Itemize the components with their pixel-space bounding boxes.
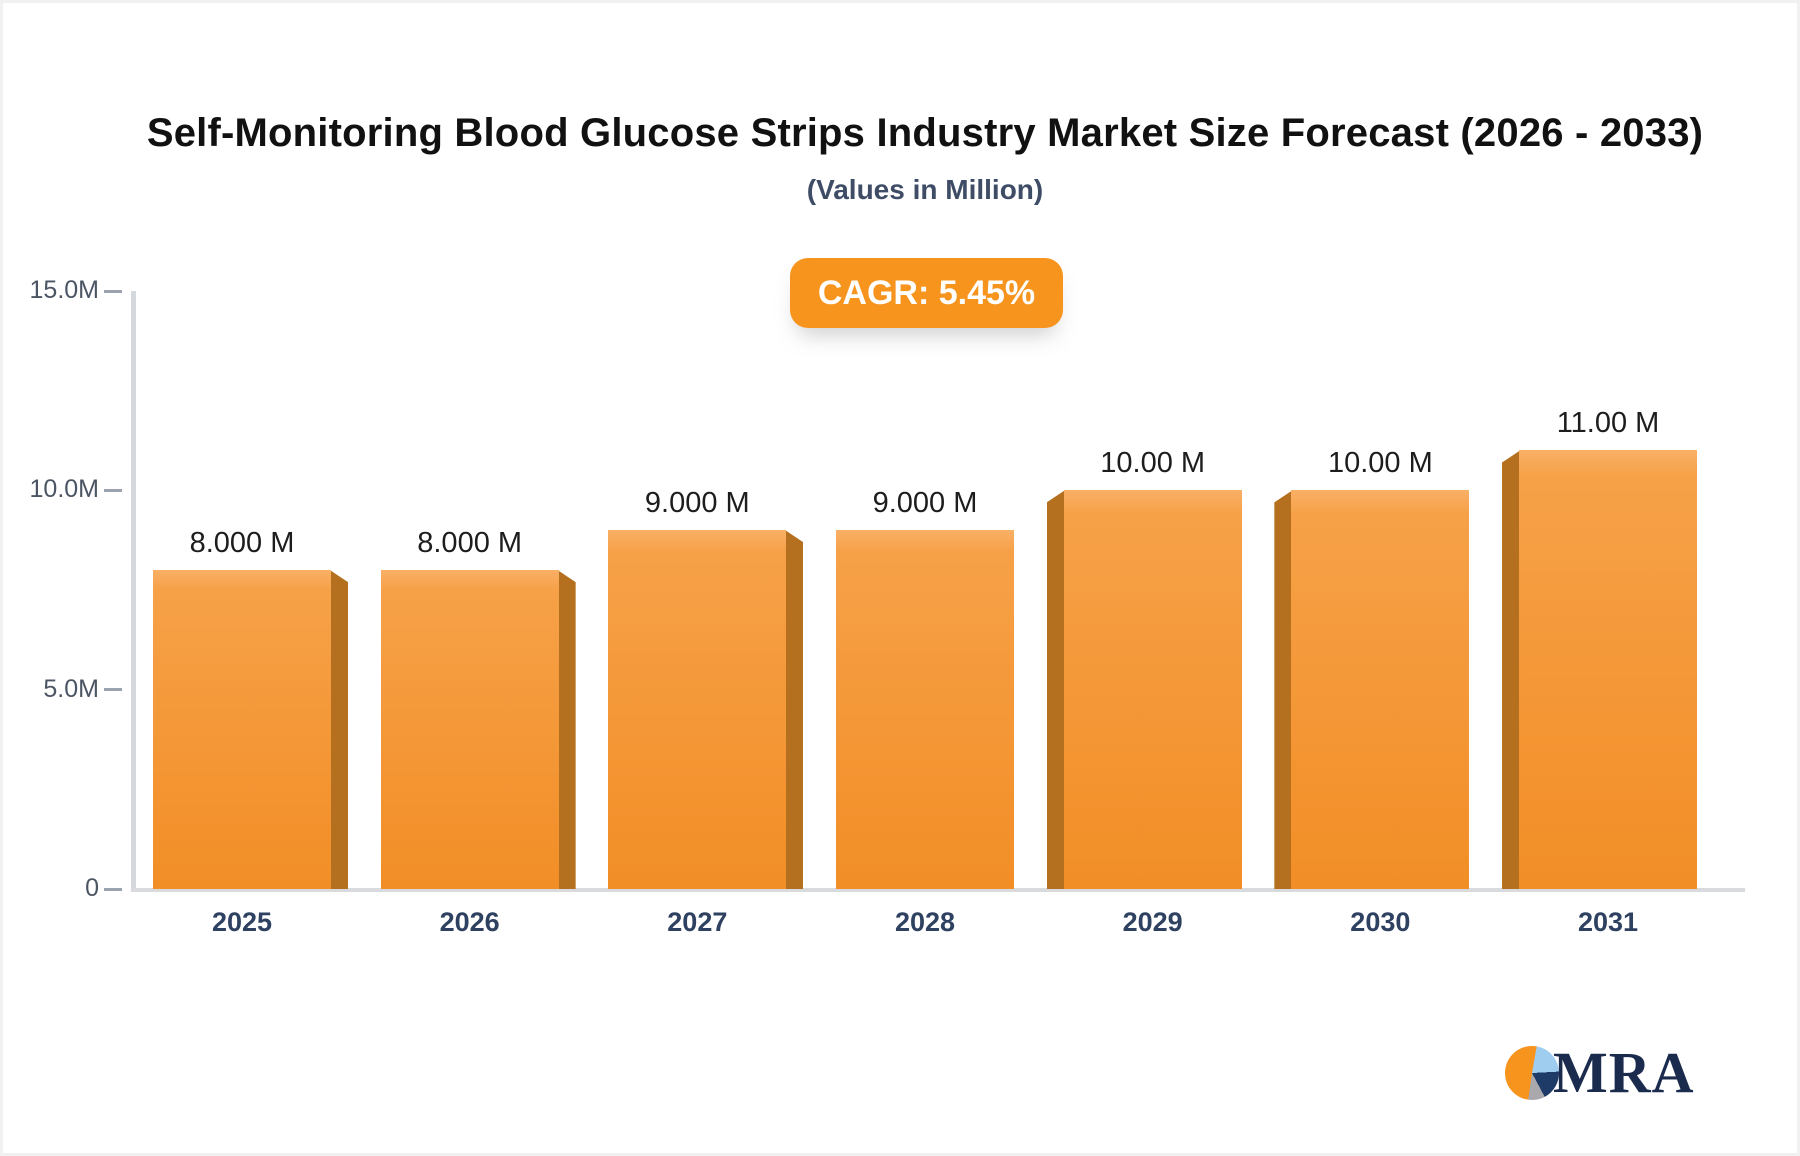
- y-axis-line: [131, 291, 136, 889]
- chart-subtitle: (Values in Million): [806, 174, 1044, 205]
- bar-side-face: [557, 570, 576, 889]
- y-tick-mark: [104, 887, 122, 891]
- bar-value-label: 10.00 M: [1327, 447, 1433, 480]
- bar-chart: 0 5.0M 10.0M 15.0M 8.000 M 2025 8.000 M 2026 9.0…: [3, 3, 1797, 1153]
- y-tick-label: 10.0M: [29, 475, 99, 504]
- bar-side-face: [1274, 490, 1293, 889]
- bar-2025: [153, 570, 331, 889]
- bar-2026: [380, 570, 559, 889]
- x-axis-label: 2027: [667, 907, 728, 937]
- brand-logo: MRA: [1505, 1039, 1695, 1106]
- bar-side-face: [785, 530, 804, 889]
- y-tick-mark: [104, 488, 122, 492]
- brand-name: MRA: [1553, 1040, 1695, 1105]
- bar-2029: [1063, 490, 1242, 889]
- bar-value-label: 8.000 M: [417, 527, 523, 560]
- x-axis-label: 2026: [439, 907, 500, 937]
- bar-value-label: 11.00 M: [1556, 407, 1660, 440]
- y-tick-label: 15.0M: [29, 276, 99, 304]
- bar-side-face: [1046, 490, 1065, 889]
- x-axis-label: 2028: [894, 907, 956, 937]
- x-axis-line: [131, 888, 1745, 892]
- cagr-badge: CAGR: 5.45%: [790, 258, 1063, 328]
- x-axis-label: 2029: [1122, 907, 1183, 937]
- x-axis-label: 2025: [211, 907, 273, 937]
- chart-header: Self-Monitoring Blood Glucose Strips Ind…: [47, 3, 1797, 206]
- y-tick-label: 5.0M: [43, 674, 99, 703]
- bar-2027: [608, 530, 787, 889]
- bar-2030: [1291, 490, 1470, 889]
- bar-2031: [1519, 450, 1698, 889]
- bar-2028: [836, 530, 1014, 889]
- bar-side-face: [330, 570, 348, 889]
- bar-side-face: [1502, 450, 1521, 889]
- chart-title: Self-Monitoring Blood Glucose Strips Ind…: [146, 111, 1704, 155]
- y-tick-label: 0: [85, 874, 99, 902]
- pie-chart-logo-icon: [1505, 1045, 1559, 1100]
- bar-value-label: 8.000 M: [189, 527, 295, 560]
- bar-value-label: 9.000 M: [872, 487, 978, 520]
- y-tick-mark: [104, 688, 122, 692]
- bar-value-label: 10.00 M: [1100, 447, 1206, 480]
- bar-value-label: 9.000 M: [644, 487, 750, 520]
- x-axis-label: 2031: [1577, 907, 1639, 937]
- y-tick-mark: [104, 289, 122, 293]
- x-axis-label: 2030: [1350, 907, 1411, 937]
